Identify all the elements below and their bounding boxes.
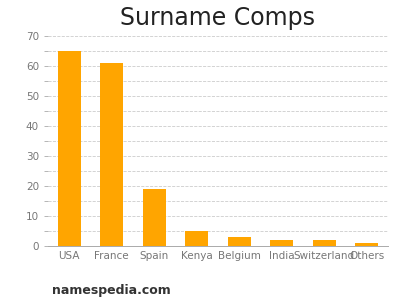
Bar <box>312 240 336 246</box>
Bar <box>100 63 124 246</box>
Bar <box>270 240 294 246</box>
Bar <box>142 189 166 246</box>
Bar <box>355 243 378 246</box>
Bar <box>185 231 208 246</box>
Bar <box>58 51 81 246</box>
Bar <box>228 237 251 246</box>
Text: namespedia.com: namespedia.com <box>52 284 171 297</box>
Title: Surname Comps: Surname Comps <box>120 6 316 30</box>
